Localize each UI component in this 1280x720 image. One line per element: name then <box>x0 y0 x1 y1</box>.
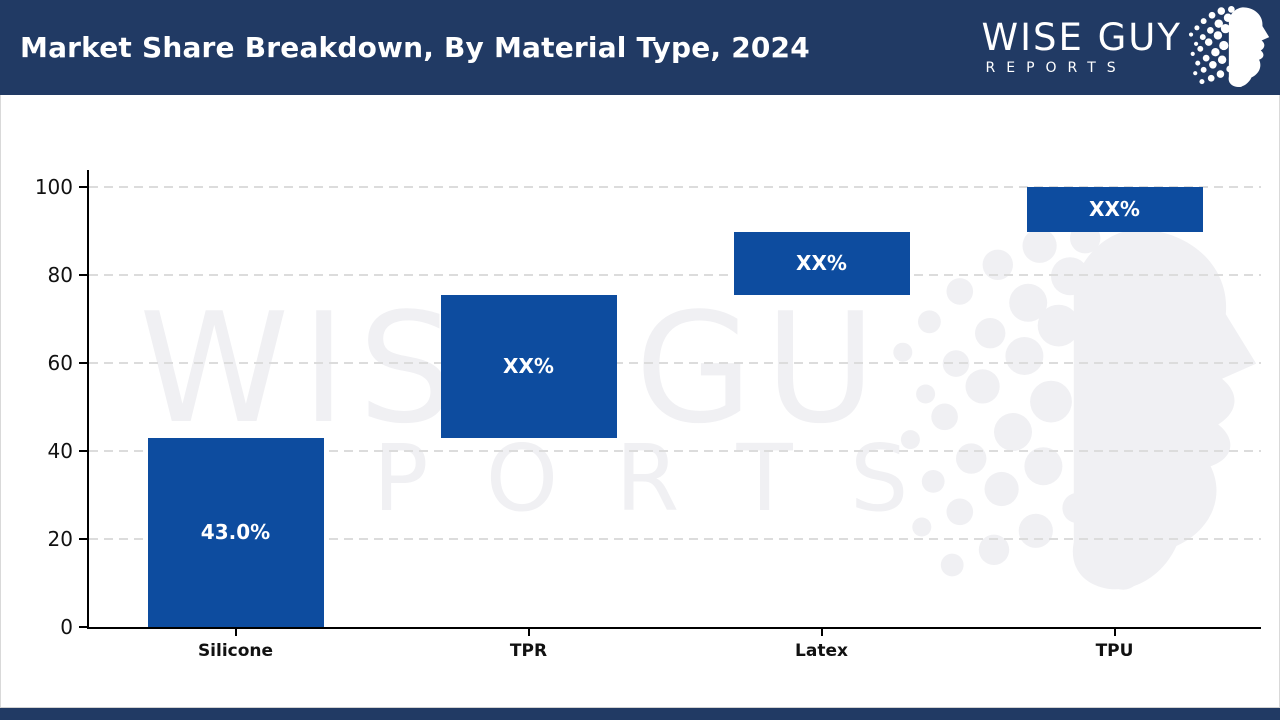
y-tick-label-60: 60 <box>47 351 73 375</box>
gridline-20 <box>89 538 1261 540</box>
x-tick-mark-silicone <box>234 629 237 636</box>
x-category-label-tpr: TPR <box>509 641 548 661</box>
x-tick-mark-latex <box>820 629 823 636</box>
bar-tpu: XX% <box>1026 187 1203 232</box>
bar-value-label: 43.0% <box>200 520 271 545</box>
y-tick-marks <box>79 186 87 628</box>
y-tick-label-80: 80 <box>47 263 73 287</box>
bar-tpr: XX% <box>440 294 617 438</box>
x-tick-mark-tpu <box>1113 629 1116 636</box>
gridline-100 <box>89 186 1261 188</box>
x-category-label-latex: Latex <box>795 641 848 661</box>
bar-value-label: XX% <box>1089 197 1140 222</box>
logo-text: WISE GUY REPORTS <box>982 19 1182 76</box>
footer-bar <box>0 708 1280 720</box>
header-bar: Market Share Breakdown, By Material Type… <box>0 0 1280 95</box>
gridline-80 <box>89 274 1261 276</box>
bar-value-label: XX% <box>796 251 847 276</box>
x-axis-labels: Silicone TPR Latex TPU <box>89 641 1261 667</box>
bar-latex: XX% <box>733 231 910 295</box>
x-axis-line <box>87 627 1261 629</box>
x-category-label-silicone: Silicone <box>197 641 274 661</box>
chart-area: WISE GU P O R T S 43.0% XX% XX% XX% 0 20 40 60… <box>0 95 1280 708</box>
x-tick-mark-tpr <box>527 629 530 636</box>
bar-silicone: 43.0% <box>147 437 324 627</box>
x-tick-marks <box>89 629 1261 637</box>
logo-wordmark: WISE GUY <box>981 16 1182 59</box>
logo-subtext: REPORTS <box>985 60 1127 76</box>
y-tick-label-20: 20 <box>47 527 73 551</box>
bar-value-label: XX% <box>503 354 554 379</box>
brand-logo: WISE GUY REPORTS <box>982 5 1270 91</box>
y-tick-mark-20 <box>79 538 87 540</box>
y-axis-labels: 0 20 40 60 80 100 <box>1 177 73 637</box>
gridline-40 <box>89 450 1261 452</box>
y-tick-mark-80 <box>79 274 87 276</box>
y-tick-label-100: 100 <box>34 175 73 199</box>
y-tick-label-0: 0 <box>60 615 73 639</box>
y-tick-label-40: 40 <box>47 439 73 463</box>
y-tick-mark-0 <box>79 626 87 628</box>
bottom-divider <box>0 707 1280 708</box>
gridline-60 <box>89 362 1261 364</box>
logo-face-icon <box>1186 5 1270 91</box>
page-title: Market Share Breakdown, By Material Type… <box>20 31 810 64</box>
plot-area: 43.0% XX% XX% XX% <box>89 186 1261 627</box>
y-axis-line <box>87 170 89 629</box>
y-tick-mark-100 <box>79 186 87 188</box>
x-category-label-tpu: TPU <box>1095 641 1134 661</box>
y-tick-mark-60 <box>79 362 87 364</box>
y-tick-mark-40 <box>79 450 87 452</box>
